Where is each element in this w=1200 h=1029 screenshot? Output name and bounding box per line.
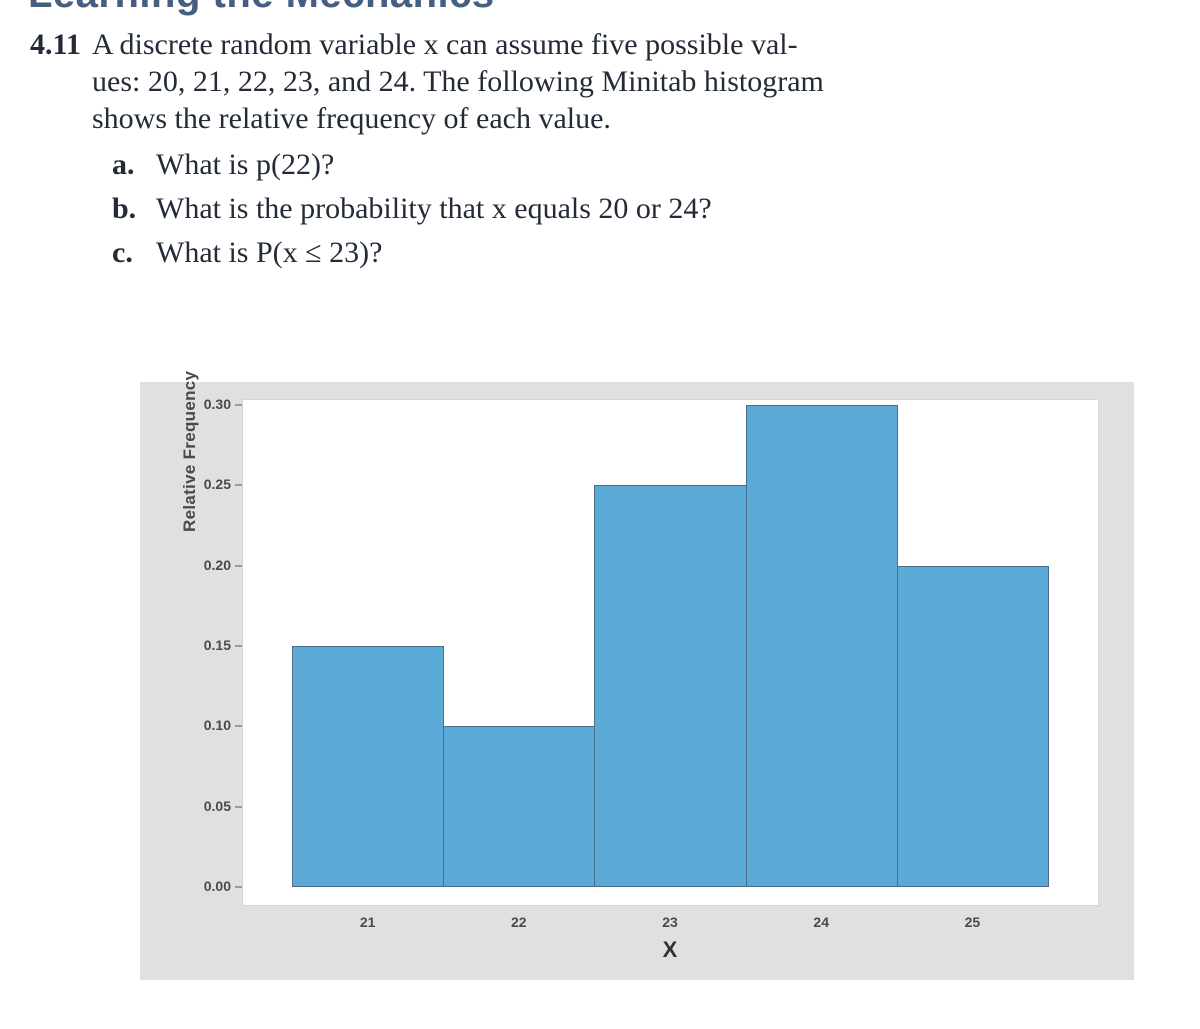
- minitab-histogram-figure: 0.00 0.05 0.10 0.15 0.20 0.25 0.30 Relative Fr…: [140, 371, 1134, 980]
- x-axis-tick-label: 23: [662, 914, 678, 930]
- histogram-bar: [292, 646, 445, 887]
- exercise-text-line-2: ues: 20, 21, 22, 23, and 24. The followi…: [92, 65, 824, 98]
- y-axis-tick-label: 0.10: [203, 717, 231, 734]
- exercise-statement: 4.11 A discrete random variable x can as…: [0, 26, 1180, 137]
- y-axis-tick-label: 0.30: [203, 396, 231, 412]
- y-axis-tick-mark: [235, 404, 242, 406]
- y-axis-tick-label: 0.00: [203, 878, 231, 894]
- exercise-text-line-3: shows the relative frequency of each val…: [92, 102, 611, 135]
- exercise-parts-list: a. What is p(22)? b. What is the probabi…: [0, 143, 1180, 275]
- part-a-letter: a.: [112, 148, 135, 181]
- part-c-letter: c.: [112, 236, 133, 269]
- exercise-text-line-1: A discrete random variable x can assume …: [92, 28, 798, 61]
- part-b-text: What is the probability that x equals 20…: [156, 192, 712, 225]
- x-axis-tick-label: 22: [511, 914, 527, 930]
- exercise-part-a: a. What is p(22)?: [112, 143, 1180, 187]
- exercise-text: A discrete random variable x can assume …: [92, 26, 1092, 137]
- x-axis-tick-label: 24: [813, 914, 829, 930]
- y-axis-tick-mark: [235, 484, 242, 487]
- y-axis-tick-mark: [235, 645, 242, 647]
- y-axis-tick-label: 0.05: [203, 797, 231, 814]
- exercise-part-c: c. What is P(x ≤ 23)?: [112, 231, 1180, 275]
- histogram-bar: [896, 565, 1050, 887]
- histogram-bar: [594, 485, 747, 887]
- y-axis-tick-mark: [235, 886, 242, 888]
- part-c-text: What is P(x ≤ 23)?: [156, 236, 383, 269]
- exercise-block: 4.11 A discrete random variable x can as…: [0, 26, 1180, 275]
- y-axis-tick-mark: [235, 805, 242, 808]
- y-axis-tick-mark: [235, 564, 242, 567]
- exercise-number: 4.11: [30, 28, 81, 61]
- section-heading: Learning the Mechanics: [28, 0, 495, 17]
- y-axis: 0.00 0.05 0.10 0.15 0.20 0.25 0.30: [140, 382, 243, 980]
- histogram-bar: [443, 726, 596, 887]
- x-axis-tick-label: 25: [964, 914, 981, 930]
- histogram-bar: [745, 405, 898, 887]
- x-axis: 21 22 23 24 25: [292, 905, 1048, 930]
- x-axis-title: X: [662, 937, 678, 962]
- x-axis-tick-label: 21: [359, 914, 376, 930]
- part-b-letter: b.: [112, 192, 137, 225]
- y-axis-title: Relative Frequency: [180, 370, 199, 532]
- y-axis-tick-label: 0.20: [203, 556, 231, 573]
- part-a-text: What is p(22)?: [156, 148, 335, 181]
- plot-area: [243, 400, 1098, 905]
- y-axis-tick-mark: [235, 725, 242, 728]
- y-axis-tick-label: 0.15: [203, 637, 231, 653]
- exercise-part-b: b. What is the probability that x equals…: [112, 187, 1180, 231]
- histogram-bars: [292, 405, 1050, 887]
- y-axis-tick-label: 0.25: [203, 476, 231, 493]
